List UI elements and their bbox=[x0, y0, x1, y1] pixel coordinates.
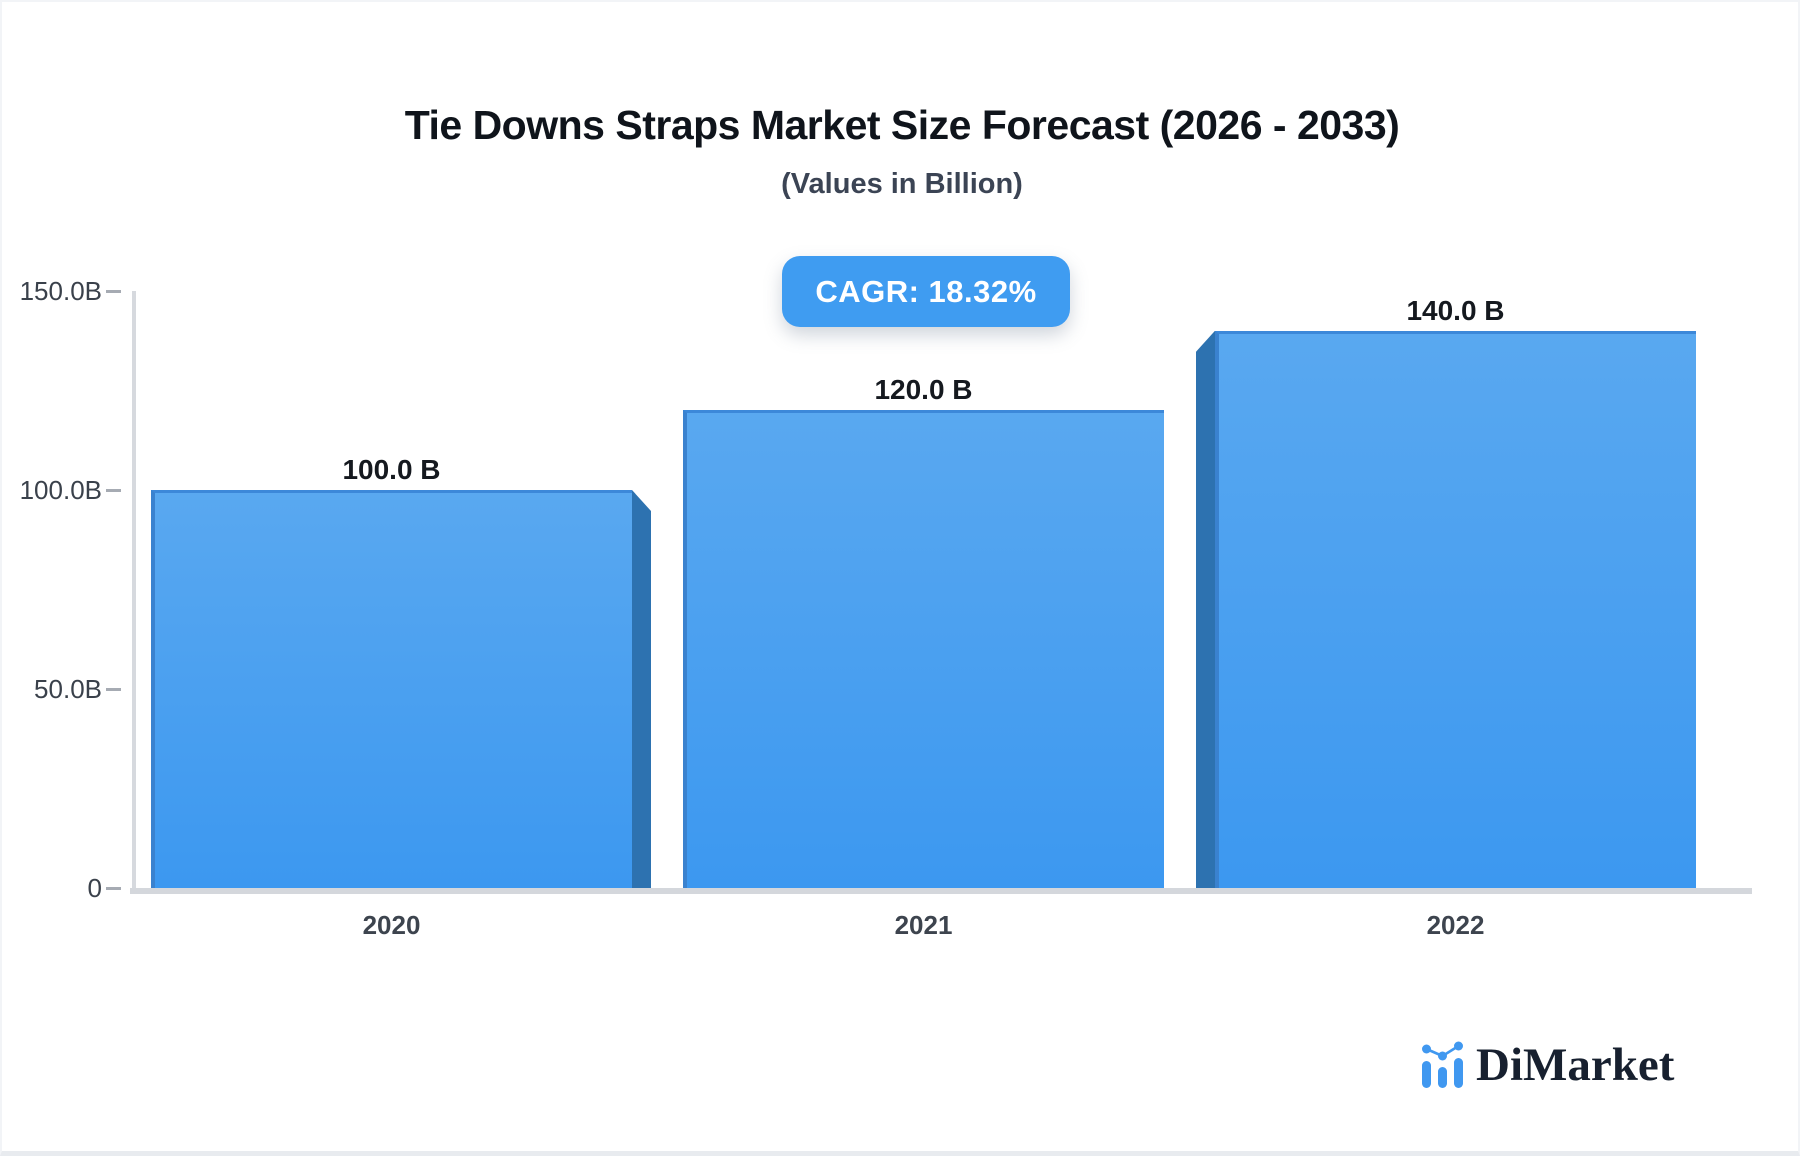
y-tick-label-100.0B: 100.0B bbox=[19, 475, 102, 505]
cagr-badge-label: CAGR: 18.32% bbox=[815, 273, 1037, 309]
brand-logo: DiMarket bbox=[1422, 1040, 1674, 1093]
x-axis-label-2022: 2022 bbox=[1426, 910, 1485, 940]
y-tick-label-50.0B: 50.0B bbox=[34, 674, 102, 704]
y-tick-mark bbox=[106, 887, 121, 890]
x-axis-label-2020: 2020 bbox=[362, 910, 421, 940]
y-tick-mark bbox=[106, 290, 121, 293]
x-axis-baseline bbox=[130, 888, 1752, 894]
y-tick-label-150.0B: 150.0B bbox=[19, 276, 102, 306]
y-tick-mark bbox=[106, 489, 121, 492]
bar-2022-3d-side bbox=[1196, 330, 1215, 888]
y-tick-label-0: 0 bbox=[87, 873, 102, 903]
bar-2020-3d-side bbox=[632, 490, 651, 888]
y-axis-line bbox=[132, 291, 136, 888]
y-tick-mark bbox=[106, 688, 121, 691]
chart-subtitle: (Values in Billion) bbox=[781, 168, 1023, 200]
bar-2022[interactable] bbox=[1215, 330, 1696, 888]
bar-2020[interactable] bbox=[151, 490, 632, 888]
bar-value-label-2022: 140.0 B bbox=[1406, 294, 1505, 326]
bar-2021[interactable] bbox=[683, 410, 1164, 888]
bar-value-label-2021: 120.0 B bbox=[874, 374, 973, 406]
x-axis-label-2021: 2021 bbox=[894, 910, 953, 940]
bar-chart-logo-icon bbox=[1422, 1040, 1464, 1093]
cagr-badge: CAGR: 18.32% bbox=[782, 256, 1070, 327]
bar-value-label-2020: 100.0 B bbox=[342, 454, 441, 485]
chart-title: Tie Downs Straps Market Size Forecast (2… bbox=[404, 102, 1400, 148]
brand-name: DiMarket bbox=[1476, 1039, 1675, 1091]
